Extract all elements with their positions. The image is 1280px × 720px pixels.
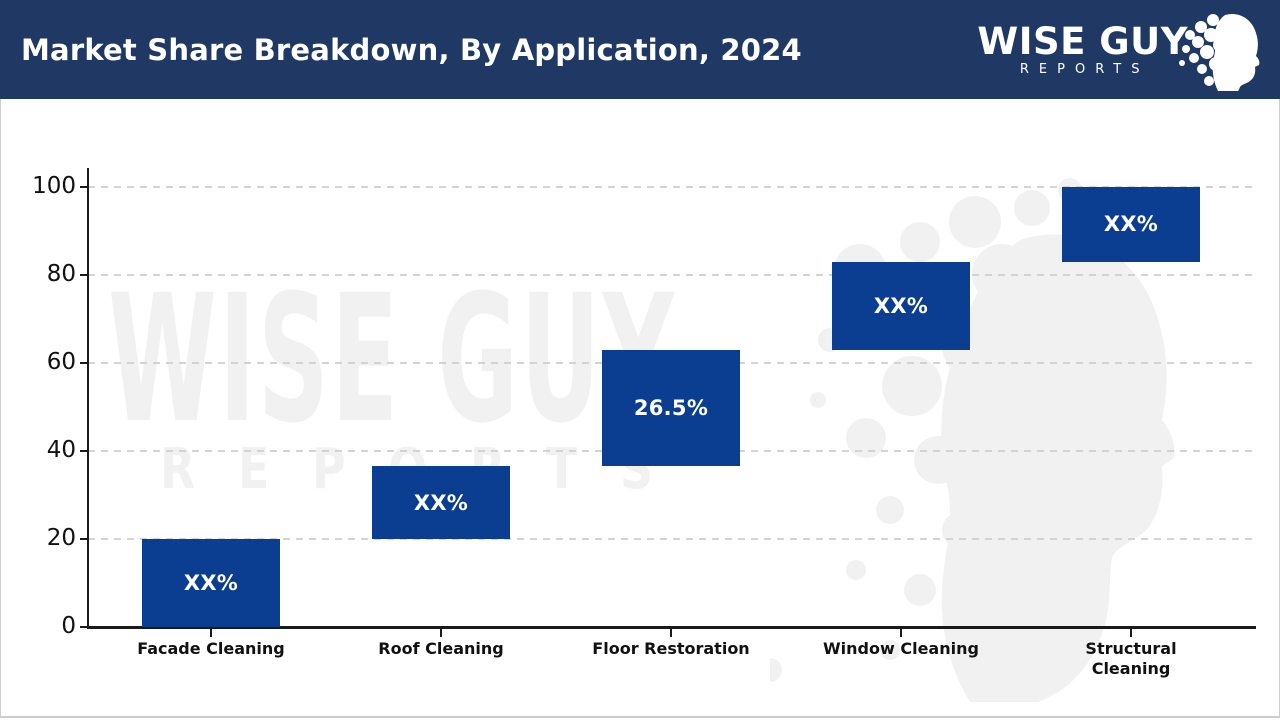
y-tick-mark [80,626,88,628]
gridline [88,186,1256,188]
x-axis-label: Facade Cleaning [137,639,285,658]
x-axis-label: Window Cleaning [823,639,979,658]
page-border-bottom [0,716,1280,718]
y-tick-mark [80,362,88,364]
x-tick-mark [900,629,902,637]
header-bar: Market Share Breakdown, By Application, … [0,0,1280,99]
gridline [88,274,1256,276]
page-border-left [0,99,1,717]
bar-value-label: XX% [183,571,239,595]
logo-text: WISE GUY REPORTS [977,23,1188,76]
bar: 26.5% [602,349,740,467]
bar-value-label: 26.5% [633,396,709,421]
x-axis-label: Floor Restoration [592,639,750,658]
bar-value-label: XX% [413,490,469,515]
y-axis-tick-label: 100 [32,173,76,199]
y-axis-tick-label: 80 [46,261,76,287]
gridline [88,538,1256,540]
y-axis-tick-label: 60 [46,349,76,375]
logo-wiseguy-label: WISE GUY [977,20,1188,63]
bar-value-label: XX% [1103,212,1159,237]
x-tick-mark [210,629,212,637]
bar: XX% [832,261,970,350]
watermark-wiseguy-text: WISE GUY [108,257,677,462]
y-axis-tick-label: 40 [46,437,76,463]
bar: XX% [372,466,510,539]
bar-value-label: XX% [873,293,929,318]
y-tick-mark [80,274,88,276]
x-axis-label: Roof Cleaning [378,639,504,658]
bar: XX% [142,539,280,627]
y-tick-mark [80,450,88,452]
chart-title: Market Share Breakdown, By Application, … [21,32,802,67]
y-axis-line [87,168,89,629]
y-tick-mark [80,186,88,188]
x-tick-mark [440,629,442,637]
x-axis-line [87,626,1256,629]
logo-reports-label: REPORTS [1019,62,1150,77]
logo-face-icon [1179,13,1260,91]
bar: XX% [1062,187,1200,262]
y-axis-tick-label: 0 [61,613,76,639]
x-tick-mark [670,629,672,637]
wise-guy-reports-logo: WISE GUY REPORTS [977,9,1280,91]
y-tick-mark [80,538,88,540]
y-axis-tick-label: 20 [46,525,76,551]
x-tick-mark [1130,629,1132,637]
x-axis-label: Structural Cleaning [1085,639,1177,678]
